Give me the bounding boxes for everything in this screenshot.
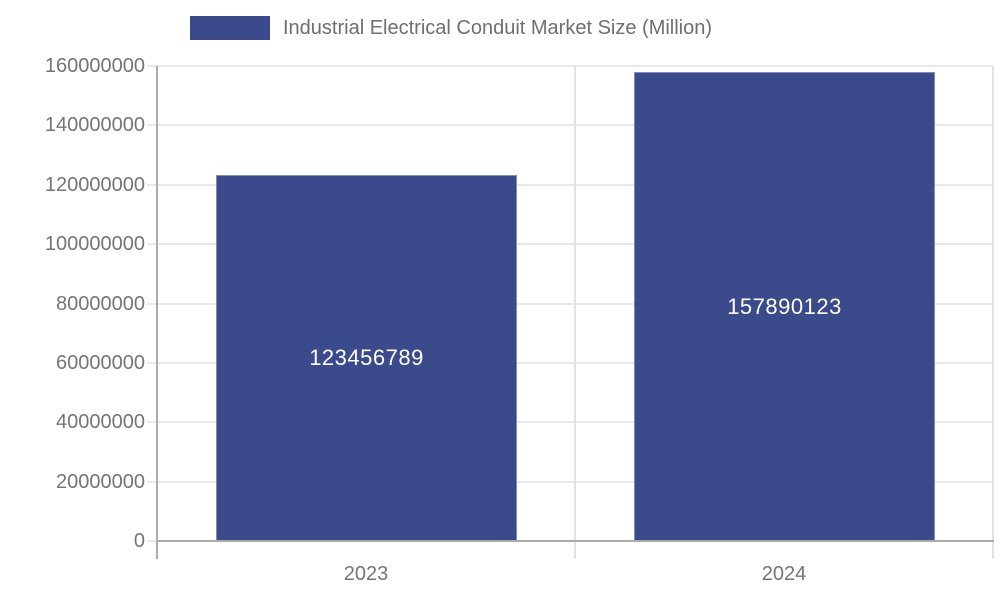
category-boundary-line xyxy=(574,66,576,559)
y-gridline xyxy=(147,183,993,186)
y-axis-tick-label: 0 xyxy=(133,530,145,552)
bar-2023[interactable] xyxy=(216,174,517,541)
category-boundary-line xyxy=(992,66,994,559)
y-gridline xyxy=(147,421,993,424)
y-axis-tick-label: 160000000 xyxy=(44,55,145,77)
bar-2024[interactable] xyxy=(634,72,935,541)
bar-value-label: 123456789 xyxy=(309,345,424,370)
y-gridline xyxy=(147,65,993,67)
chart-legend[interactable]: Industrial Electrical Conduit Market Siz… xyxy=(190,16,712,40)
y-gridline xyxy=(147,124,993,127)
x-axis-label-2023: 2023 xyxy=(343,563,389,585)
y-gridline xyxy=(147,243,993,246)
x-axis-label-2024: 2024 xyxy=(761,563,807,585)
y-axis-tick-label: 80000000 xyxy=(56,292,145,315)
bar-value-label: 157890123 xyxy=(727,294,842,319)
legend-swatch xyxy=(190,16,270,40)
y-axis-tick-label: 100000000 xyxy=(44,233,145,256)
x-axis-line xyxy=(156,540,994,542)
y-tick xyxy=(147,540,157,542)
y-axis-tick-label: 120000000 xyxy=(44,173,145,196)
y-gridline xyxy=(147,302,993,305)
legend-label: Industrial Electrical Conduit Market Siz… xyxy=(283,16,713,39)
y-gridline xyxy=(147,361,993,364)
y-axis-tick-label: 140000000 xyxy=(44,114,145,137)
y-gridline xyxy=(147,480,993,483)
y-axis-tick-label: 40000000 xyxy=(56,411,145,434)
y-axis-tick-label: 20000000 xyxy=(56,470,145,493)
y-axis-tick-label: 60000000 xyxy=(56,351,145,374)
y-axis-line xyxy=(156,66,158,559)
